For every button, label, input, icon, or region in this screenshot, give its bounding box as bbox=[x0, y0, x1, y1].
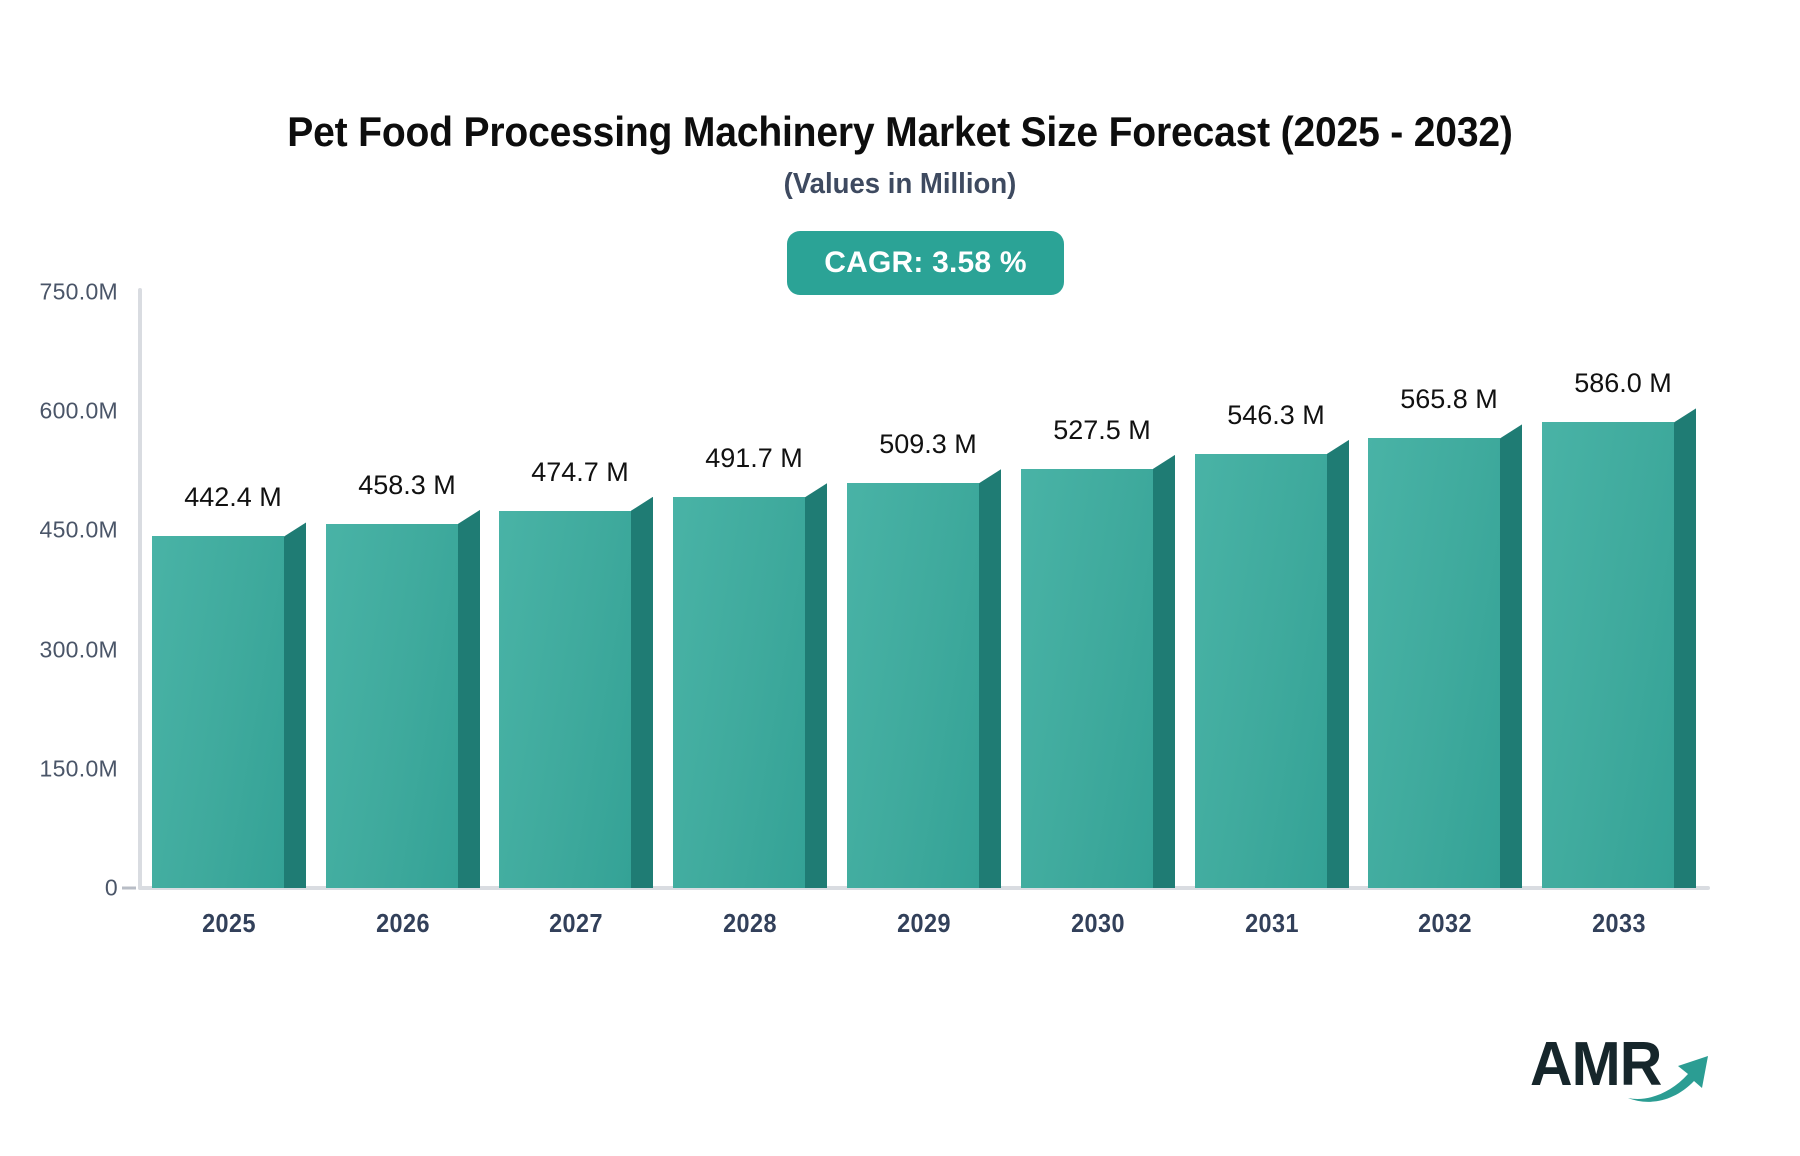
bar-value-label: 491.7 M bbox=[705, 443, 803, 473]
x-axis-tick-label: 2033 bbox=[1592, 908, 1646, 938]
chart-subtitle: (Values in Million) bbox=[783, 168, 1017, 200]
y-axis-tick-label: 0 bbox=[104, 874, 118, 901]
bar-side-2027 bbox=[631, 496, 653, 888]
bar-2025[interactable] bbox=[152, 536, 284, 888]
bar-side-2029 bbox=[979, 469, 1001, 888]
bar-side-2028 bbox=[805, 483, 827, 888]
bar-2026[interactable] bbox=[326, 523, 458, 888]
bar-side-2025 bbox=[284, 522, 306, 888]
bar-value-label: 546.3 M bbox=[1227, 400, 1325, 430]
bar-2033[interactable] bbox=[1542, 422, 1674, 888]
trend-up-arrow-icon bbox=[1626, 1044, 1712, 1109]
bar-side-2033 bbox=[1674, 408, 1696, 888]
x-axis-tick-label: 2030 bbox=[1071, 908, 1125, 938]
bar-side-2030 bbox=[1153, 454, 1175, 888]
bar-value-label: 586.0 M bbox=[1574, 368, 1672, 398]
bar-value-label: 527.5 M bbox=[1053, 415, 1151, 445]
x-axis-tick-label: 2028 bbox=[723, 908, 777, 938]
bar-side-2032 bbox=[1500, 424, 1522, 888]
bar-side-2026 bbox=[458, 509, 480, 888]
y-axis-line bbox=[138, 288, 142, 890]
x-axis-tick-label: 2027 bbox=[549, 908, 603, 938]
bar-2029[interactable] bbox=[847, 483, 979, 888]
y-axis-tick-label: 150.0M bbox=[39, 755, 118, 782]
bar-2028[interactable] bbox=[673, 497, 805, 888]
bar-2027[interactable] bbox=[499, 510, 631, 888]
cagr-badge: CAGR: 3.58 % bbox=[787, 231, 1064, 295]
y-axis-tick-label: 600.0M bbox=[39, 397, 118, 424]
x-axis-tick-label: 2026 bbox=[376, 908, 430, 938]
amr-logo: AMR bbox=[1530, 1032, 1710, 1106]
cagr-badge-label: CAGR: 3.58 % bbox=[824, 246, 1027, 279]
y-axis-tick-label: 450.0M bbox=[39, 516, 118, 543]
bar-value-label: 565.8 M bbox=[1400, 384, 1498, 414]
y-axis-tick-mark bbox=[122, 886, 136, 890]
bar-2031[interactable] bbox=[1195, 453, 1327, 888]
x-axis-tick-label: 2025 bbox=[202, 908, 256, 938]
amr-logo-text: AMR bbox=[1530, 1030, 1662, 1099]
bar-value-label: 509.3 M bbox=[879, 429, 977, 459]
x-axis-tick-label: 2029 bbox=[897, 908, 951, 938]
bar-value-label: 442.4 M bbox=[184, 482, 282, 512]
x-axis-tick-label: 2031 bbox=[1245, 908, 1299, 938]
bar-2032[interactable] bbox=[1368, 438, 1500, 888]
page-title: Pet Food Processing Machinery Market Siz… bbox=[287, 108, 1513, 155]
bar-side-2031 bbox=[1327, 439, 1349, 888]
bar-value-label: 474.7 M bbox=[531, 457, 629, 487]
y-axis-tick-label: 300.0M bbox=[39, 636, 118, 663]
x-axis-tick-label: 2032 bbox=[1418, 908, 1472, 938]
y-axis-tick-label: 750.0M bbox=[39, 278, 118, 305]
bar-value-label: 458.3 M bbox=[358, 470, 456, 500]
x-axis-line bbox=[138, 886, 1710, 890]
bar-2030[interactable] bbox=[1021, 468, 1153, 888]
